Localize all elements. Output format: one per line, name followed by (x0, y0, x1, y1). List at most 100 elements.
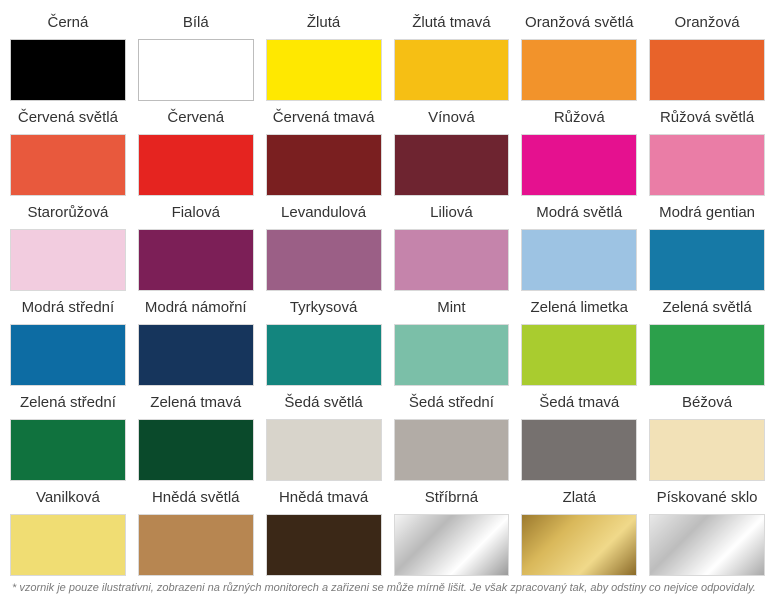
color-label: Šedá střední (409, 394, 494, 411)
color-swatch[interactable] (394, 514, 510, 576)
color-label: Bílá (183, 14, 209, 31)
color-cell-mint: Mint (394, 293, 510, 386)
color-cell-starorůžová: Starorůžová (10, 198, 126, 291)
color-cell-zelená-tmavá: Zelená tmavá (138, 388, 254, 481)
color-swatch[interactable] (10, 324, 126, 386)
color-cell-modrá-námořní: Modrá námořní (138, 293, 254, 386)
color-cell-černá: Černá (10, 8, 126, 101)
color-label: Vínová (428, 109, 475, 126)
color-label: Starorůžová (27, 204, 108, 221)
color-swatch[interactable] (521, 229, 637, 291)
color-swatch[interactable] (521, 39, 637, 101)
color-swatch[interactable] (138, 419, 254, 481)
color-cell-bílá: Bílá (138, 8, 254, 101)
color-swatch[interactable] (10, 419, 126, 481)
color-swatch[interactable] (10, 39, 126, 101)
color-cell-fialová: Fialová (138, 198, 254, 291)
color-swatch[interactable] (266, 39, 382, 101)
color-cell-béžová: Béžová (649, 388, 765, 481)
color-swatch[interactable] (138, 39, 254, 101)
footnote-text: * vzornik je pouze ilustrativni, zobraze… (10, 576, 765, 594)
color-cell-oranžová-světlá: Oranžová světlá (521, 8, 637, 101)
color-swatch[interactable] (394, 134, 510, 196)
color-label: Žlutá (307, 14, 340, 31)
color-cell-tyrkysová: Tyrkysová (266, 293, 382, 386)
color-label: Oranžová (675, 14, 740, 31)
color-label: Stříbrná (425, 489, 478, 506)
color-cell-hnědá-tmavá: Hnědá tmavá (266, 483, 382, 576)
color-label: Černá (47, 14, 88, 31)
color-grid: Černá Bílá Žlutá Žlutá tmavá Oranžová světlá… (10, 8, 765, 576)
color-cell-žlutá: Žlutá (266, 8, 382, 101)
color-swatch[interactable] (521, 134, 637, 196)
color-cell-červená-světlá: Červená světlá (10, 103, 126, 196)
color-label: Béžová (682, 394, 732, 411)
color-swatch[interactable] (521, 324, 637, 386)
color-swatch[interactable] (649, 419, 765, 481)
color-cell-modrá-světlá: Modrá světlá (521, 198, 637, 291)
color-swatch[interactable] (649, 134, 765, 196)
color-swatch[interactable] (266, 134, 382, 196)
color-cell-stříbrná: Stříbrná (394, 483, 510, 576)
color-swatch[interactable] (138, 229, 254, 291)
color-swatch[interactable] (649, 39, 765, 101)
color-swatch[interactable] (138, 134, 254, 196)
color-cell-zelená-limetka: Zelená limetka (521, 293, 637, 386)
color-label: Modrá gentian (659, 204, 755, 221)
color-cell-vanilková: Vanilková (10, 483, 126, 576)
color-cell-pískované-sklo: Pískované sklo (649, 483, 765, 576)
color-cell-šedá-střední: Šedá střední (394, 388, 510, 481)
color-cell-červená-tmavá: Červená tmavá (266, 103, 382, 196)
color-swatch[interactable] (266, 324, 382, 386)
color-cell-hnědá-světlá: Hnědá světlá (138, 483, 254, 576)
color-swatch[interactable] (266, 229, 382, 291)
color-swatch[interactable] (10, 134, 126, 196)
color-label: Modrá námořní (145, 299, 247, 316)
color-cell-modrá-střední: Modrá střední (10, 293, 126, 386)
color-swatch[interactable] (10, 514, 126, 576)
color-label: Modrá střední (22, 299, 115, 316)
color-label: Tyrkysová (290, 299, 358, 316)
color-label: Levandulová (281, 204, 366, 221)
color-cell-růžová-světlá: Růžová světlá (649, 103, 765, 196)
color-swatch[interactable] (394, 229, 510, 291)
color-swatch[interactable] (266, 419, 382, 481)
color-cell-šedá-tmavá: Šedá tmavá (521, 388, 637, 481)
color-swatch[interactable] (649, 324, 765, 386)
color-cell-zlatá: Zlatá (521, 483, 637, 576)
color-swatch[interactable] (521, 419, 637, 481)
color-swatch[interactable] (521, 514, 637, 576)
color-label: Modrá světlá (536, 204, 622, 221)
color-swatch[interactable] (266, 514, 382, 576)
color-label: Červená (167, 109, 224, 126)
color-cell-červená: Červená (138, 103, 254, 196)
color-cell-modrá-gentian: Modrá gentian (649, 198, 765, 291)
color-label: Šedá světlá (284, 394, 362, 411)
color-label: Žlutá tmavá (412, 14, 490, 31)
color-swatch[interactable] (394, 419, 510, 481)
color-label: Červená světlá (18, 109, 118, 126)
color-swatch[interactable] (394, 39, 510, 101)
color-swatch-sheet: Černá Bílá Žlutá Žlutá tmavá Oranžová světlá… (0, 0, 775, 564)
color-swatch[interactable] (649, 514, 765, 576)
color-label: Zelená světlá (662, 299, 751, 316)
color-cell-levandulová: Levandulová (266, 198, 382, 291)
color-label: Fialová (172, 204, 220, 221)
color-swatch[interactable] (138, 514, 254, 576)
color-label: Zelená střední (20, 394, 116, 411)
color-cell-zelená-světlá: Zelená světlá (649, 293, 765, 386)
color-cell-oranžová: Oranžová (649, 8, 765, 101)
color-label: Růžová (554, 109, 605, 126)
color-swatch[interactable] (649, 229, 765, 291)
color-label: Mint (437, 299, 465, 316)
color-swatch[interactable] (10, 229, 126, 291)
color-label: Vanilková (36, 489, 100, 506)
color-label: Zelená limetka (530, 299, 628, 316)
color-label: Hnědá tmavá (279, 489, 368, 506)
color-swatch[interactable] (138, 324, 254, 386)
color-cell-vínová: Vínová (394, 103, 510, 196)
color-label: Růžová světlá (660, 109, 754, 126)
color-cell-růžová: Růžová (521, 103, 637, 196)
color-swatch[interactable] (394, 324, 510, 386)
color-label: Zelená tmavá (150, 394, 241, 411)
